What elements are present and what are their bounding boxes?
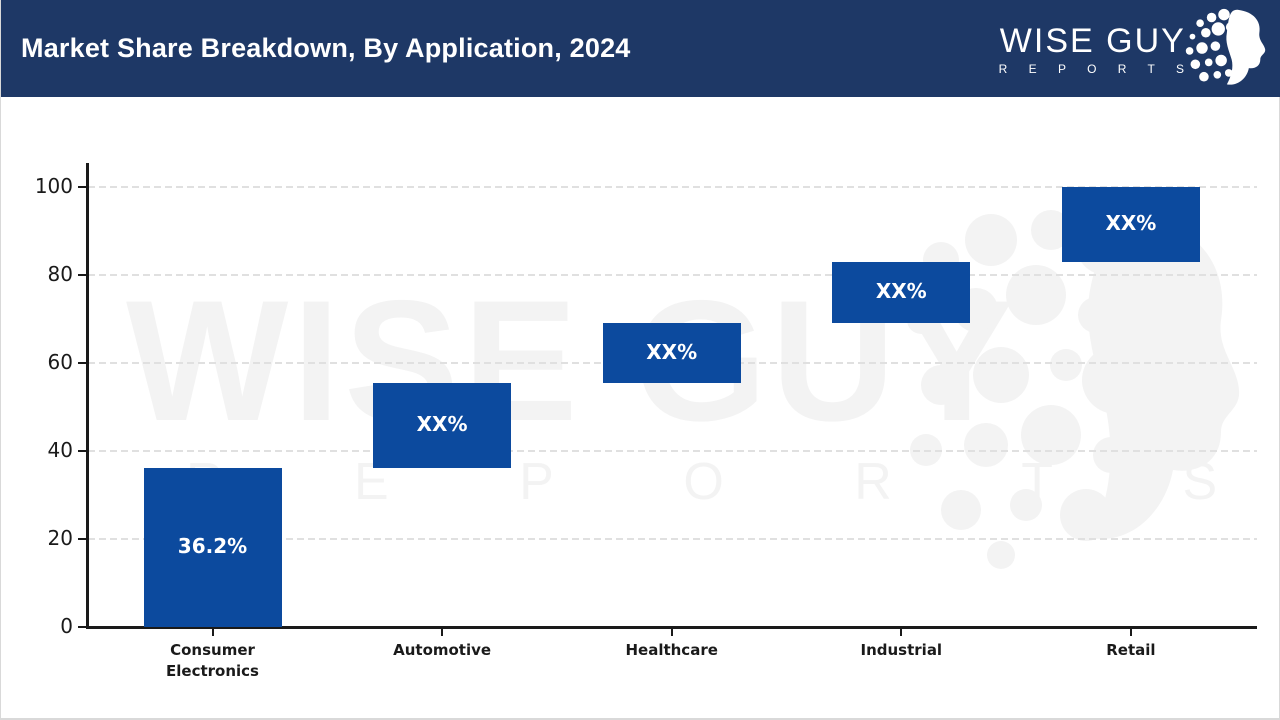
bar-value-label-5: XX% (1105, 211, 1157, 236)
bar-segment-5 (1061, 187, 1200, 262)
y-tick-label-80: 80 (47, 262, 73, 286)
bar-segment-1 (143, 467, 282, 627)
y-tick-label-20: 20 (47, 526, 73, 550)
gridline-20 (88, 538, 1257, 540)
brand-wordmark: WISE GUY (999, 22, 1186, 60)
x-tick-mark-2 (441, 628, 444, 636)
x-tick-mark-5 (1129, 628, 1132, 636)
y-tick-mark-80 (78, 274, 87, 276)
bar-segment-4 (832, 261, 971, 323)
brand-logo-text: WISE GUY R E P O R T S (993, 22, 1193, 76)
x-category-label-3: Healthcare (625, 641, 718, 659)
x-category-label-1: Consumer Electronics (166, 641, 259, 680)
x-category-label-4: Industrial (860, 641, 943, 659)
x-tick-mark-1 (211, 628, 214, 636)
y-tick-label-0: 0 (60, 614, 73, 638)
x-category-label-2: Automotive (393, 641, 492, 659)
bar-value-label-3: XX% (646, 339, 698, 364)
bar-value-label-1: 36.2% (177, 534, 248, 559)
brand-reports-text: R E P O R T S (998, 62, 1193, 76)
x-tick-mark-4 (900, 628, 903, 636)
y-tick-label-100: 100 (34, 174, 73, 198)
y-tick-mark-60 (78, 362, 87, 364)
bar-value-label-2: XX% (416, 412, 468, 437)
x-tick-mark-3 (670, 628, 673, 636)
bar-segment-3 (602, 322, 741, 383)
gridline-40 (88, 450, 1257, 452)
y-tick-label-40: 40 (47, 438, 73, 462)
y-tick-label-60: 60 (47, 350, 73, 374)
page-title: Market Share Breakdown, By Application, … (21, 33, 631, 63)
y-axis-line (86, 163, 89, 629)
gridline-100 (88, 186, 1257, 188)
bar-value-label-4: XX% (875, 279, 927, 304)
y-tick-mark-0 (78, 626, 87, 628)
header-bar: Market Share Breakdown, By Application, … (1, 0, 1280, 97)
bar-segment-2 (373, 382, 512, 468)
y-tick-mark-20 (78, 538, 87, 540)
brand-logo: WISE GUY R E P O R T S (993, 6, 1267, 92)
brand-face-dots-icon (1185, 8, 1266, 85)
y-tick-mark-100 (78, 186, 87, 188)
y-tick-mark-40 (78, 450, 87, 452)
x-axis-line (86, 626, 1257, 629)
x-category-label-5: Retail (1106, 641, 1156, 659)
gridline-80 (88, 274, 1257, 276)
